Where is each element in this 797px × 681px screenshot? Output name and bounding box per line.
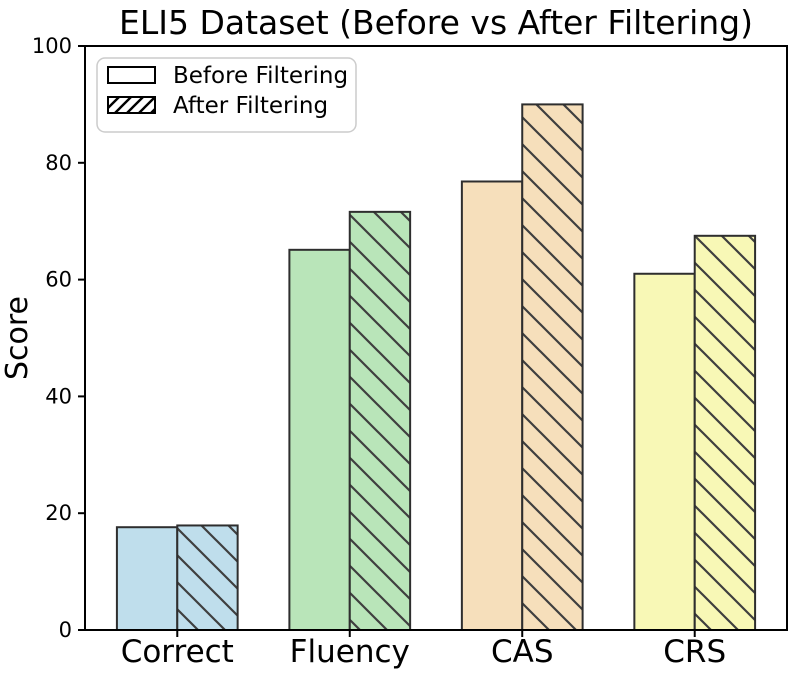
- x-tick-label-fluency: Fluency: [290, 634, 410, 670]
- x-tick-label-cas: CAS: [491, 634, 554, 670]
- y-axis-label: Score: [0, 296, 35, 380]
- plot-frame: [84, 45, 788, 631]
- bar-fluency-before: [288, 248, 351, 631]
- legend-box: [96, 57, 357, 133]
- bar-fluency-after: [348, 210, 412, 632]
- bar-crs-before: [633, 272, 696, 631]
- legend-label-before: Before Filtering: [173, 63, 348, 89]
- bar-crs-after: [693, 234, 757, 632]
- plot-content: Correct Fluency CAS CRS 0 20 40 60 80 100: [32, 34, 757, 670]
- bar-correct-before: [115, 526, 179, 631]
- x-tick-label-crs: CRS: [663, 634, 726, 670]
- chart-title: ELI5 Dataset (Before vs After Filtering): [119, 3, 753, 42]
- y-tick-label: 40: [45, 384, 72, 408]
- x-tick-label-correct: Correct: [121, 634, 234, 670]
- y-tick-label: 60: [45, 268, 72, 292]
- legend-swatch-before: [107, 66, 156, 84]
- legend-label-after: After Filtering: [173, 93, 328, 119]
- y-tick-label: 20: [45, 501, 72, 525]
- y-tick-label: 100: [32, 34, 72, 58]
- y-tick-label: 80: [45, 151, 72, 175]
- bar-cas-after: [521, 103, 584, 631]
- legend: Before Filtering After Filtering: [96, 57, 357, 133]
- legend-swatch-after: [107, 96, 156, 114]
- bar-cas-before: [460, 180, 524, 631]
- bar-correct-after: [176, 524, 239, 631]
- y-tick-label: 0: [59, 618, 72, 642]
